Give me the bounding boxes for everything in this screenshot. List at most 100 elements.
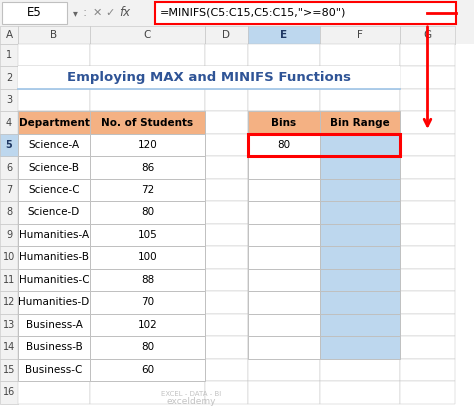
Bar [320, 336, 400, 359]
Bar [0, 0, 474, 26]
Text: C: C [144, 30, 151, 40]
Bar [18, 26, 90, 44]
Bar [0, 134, 18, 156]
Bar [248, 291, 320, 314]
Bar [400, 134, 455, 156]
Bar [0, 359, 18, 381]
Bar [400, 381, 455, 404]
Bar [90, 156, 205, 179]
Bar [248, 201, 320, 224]
Text: 16: 16 [3, 387, 15, 397]
Bar [320, 111, 400, 134]
Bar [248, 134, 320, 156]
Bar [400, 224, 455, 246]
Bar [90, 336, 205, 359]
Bar [320, 179, 400, 201]
Text: 105: 105 [137, 230, 157, 240]
Bar [0, 269, 18, 291]
Text: EXCEL - DATA - BI: EXCEL - DATA - BI [161, 391, 222, 397]
Bar [248, 201, 320, 224]
Text: 120: 120 [137, 140, 157, 150]
Bar [320, 269, 400, 291]
Bar [18, 179, 90, 201]
Text: 88: 88 [141, 275, 154, 285]
Bar [248, 26, 320, 44]
Bar [205, 66, 248, 89]
Bar [0, 336, 18, 359]
Text: 80: 80 [141, 342, 154, 352]
Text: ▾: ▾ [73, 8, 78, 18]
Bar [320, 336, 400, 359]
Bar [90, 179, 205, 201]
Bar [18, 336, 90, 359]
Bar [400, 89, 455, 111]
Bar [18, 359, 90, 381]
Text: 3: 3 [6, 95, 12, 105]
Text: Science-D: Science-D [28, 208, 80, 217]
Text: 2: 2 [6, 72, 12, 83]
Bar [90, 26, 205, 44]
Bar [90, 381, 205, 404]
Bar [320, 359, 400, 381]
Text: ✓: ✓ [105, 8, 114, 18]
Bar [18, 156, 90, 179]
Text: 102: 102 [137, 320, 157, 330]
Text: Bin Range: Bin Range [330, 118, 390, 127]
Bar [0, 26, 474, 44]
Bar [90, 246, 205, 269]
Text: Humanities-B: Humanities-B [19, 252, 89, 263]
Text: 10: 10 [3, 252, 15, 263]
Bar [2, 2, 67, 24]
Bar [90, 359, 205, 381]
Text: 4: 4 [6, 118, 12, 127]
Bar [320, 291, 400, 314]
Text: 86: 86 [141, 162, 154, 173]
Bar [90, 134, 205, 156]
Bar [18, 179, 90, 201]
Bar [248, 314, 320, 336]
Text: Humanities-A: Humanities-A [19, 230, 89, 240]
Text: Business-C: Business-C [25, 365, 82, 375]
Bar [248, 224, 320, 246]
Bar [18, 336, 90, 359]
Bar [248, 89, 320, 111]
Bar [320, 314, 400, 336]
Text: Humanities-D: Humanities-D [18, 298, 90, 307]
Bar [90, 359, 205, 381]
Text: Department: Department [18, 118, 90, 127]
Bar [248, 269, 320, 291]
Bar [400, 26, 455, 44]
Bar [320, 246, 400, 269]
Bar [320, 134, 400, 156]
Bar [18, 66, 90, 89]
Bar [320, 224, 400, 246]
Bar [18, 224, 90, 246]
Bar [248, 246, 320, 269]
Bar [400, 44, 455, 66]
Text: B: B [50, 30, 57, 40]
Text: fx: fx [119, 7, 130, 20]
Bar [320, 224, 400, 246]
Bar [205, 201, 248, 224]
Text: A: A [5, 30, 13, 40]
Bar [205, 179, 248, 201]
Bar [248, 179, 320, 201]
Bar [320, 66, 400, 89]
Text: No. of Students: No. of Students [101, 118, 193, 127]
Bar [90, 179, 205, 201]
Text: 15: 15 [3, 365, 15, 375]
Bar [90, 201, 205, 224]
Bar [0, 179, 18, 201]
Bar [248, 134, 320, 156]
Bar [248, 224, 320, 246]
Bar [400, 314, 455, 336]
Text: 11: 11 [3, 275, 15, 285]
Bar [205, 26, 248, 44]
Bar [400, 66, 455, 89]
Bar [205, 224, 248, 246]
Bar [400, 111, 455, 134]
Bar [90, 246, 205, 269]
Bar [90, 314, 205, 336]
Bar [248, 246, 320, 269]
Bar [18, 291, 90, 314]
